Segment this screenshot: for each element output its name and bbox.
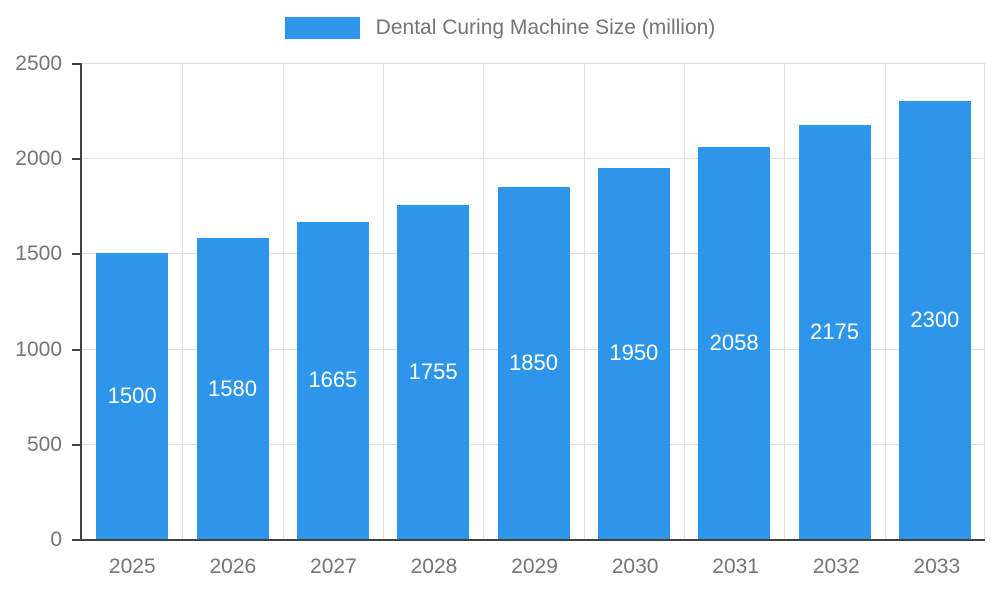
bar-value-label: 2058 xyxy=(709,330,759,356)
y-tick-mark xyxy=(72,539,80,541)
bar: 2175 xyxy=(798,124,871,539)
y-axis-labels: 0 500 1000 1500 2000 2500 xyxy=(0,52,72,551)
x-tick-label: 2032 xyxy=(812,555,860,578)
bar-value-label: 2300 xyxy=(910,307,960,333)
bar: 1850 xyxy=(497,186,570,539)
x-tick-label: 2028 xyxy=(410,555,458,578)
x-tick-label: 2033 xyxy=(913,555,961,578)
v-gridline xyxy=(984,63,985,539)
x-tick-label: 2030 xyxy=(611,555,659,578)
bar: 1580 xyxy=(196,238,269,539)
y-tick-mark xyxy=(72,348,80,351)
bar: 2058 xyxy=(698,147,771,539)
y-tick-label: 0 xyxy=(50,528,62,551)
bar: 1665 xyxy=(296,221,369,539)
v-gridline xyxy=(383,63,384,539)
y-tick-mark xyxy=(72,158,80,161)
v-gridline xyxy=(784,63,786,539)
v-gridline xyxy=(684,63,685,539)
h-gridline xyxy=(82,158,985,160)
x-tick-label: 2026 xyxy=(209,555,257,578)
chart-legend: Dental Curing Machine Size (million) xyxy=(0,16,1000,40)
bar-value-label: 1580 xyxy=(208,375,257,401)
v-gridline xyxy=(182,63,184,539)
x-tick-label: 2025 xyxy=(108,555,156,578)
y-tick-mark xyxy=(72,63,80,65)
v-gridline xyxy=(282,63,284,539)
x-tick-label: 2031 xyxy=(712,555,760,578)
bar-value-label: 1950 xyxy=(609,340,659,366)
legend-swatch xyxy=(284,17,360,39)
plot-area: 1500 1580 1665 1755 1850 1950 2058 2175 2300 xyxy=(72,63,985,541)
bar: 2300 xyxy=(898,101,971,539)
y-tick-label: 2500 xyxy=(15,52,62,75)
y-tick-label: 2000 xyxy=(15,147,62,171)
legend-label: Dental Curing Machine Size (million) xyxy=(375,16,716,39)
bar-value-label: 1665 xyxy=(308,367,358,393)
y-tick-label: 500 xyxy=(26,432,62,456)
bar-value-label: 1850 xyxy=(509,349,558,375)
v-gridline xyxy=(483,63,485,539)
bar: 1755 xyxy=(397,204,470,539)
y-tick-mark xyxy=(72,443,80,446)
bar-value-label: 1755 xyxy=(408,358,458,384)
y-tick-mark xyxy=(72,253,80,256)
x-axis-labels: 2025 2026 2027 2028 2029 2030 2031 2032 2033 xyxy=(82,555,987,579)
h-gridline xyxy=(82,63,985,64)
y-tick-label: 1000 xyxy=(15,337,62,361)
y-tick-label: 1500 xyxy=(15,242,62,266)
x-tick-label: 2027 xyxy=(310,555,357,578)
bar-value-label: 1500 xyxy=(107,383,157,409)
bar: 1500 xyxy=(96,253,169,539)
v-gridline xyxy=(884,63,886,539)
bar-value-label: 2175 xyxy=(810,318,859,344)
bar: 1950 xyxy=(597,167,670,539)
x-tick-label: 2029 xyxy=(511,555,558,578)
v-gridline xyxy=(583,63,585,539)
